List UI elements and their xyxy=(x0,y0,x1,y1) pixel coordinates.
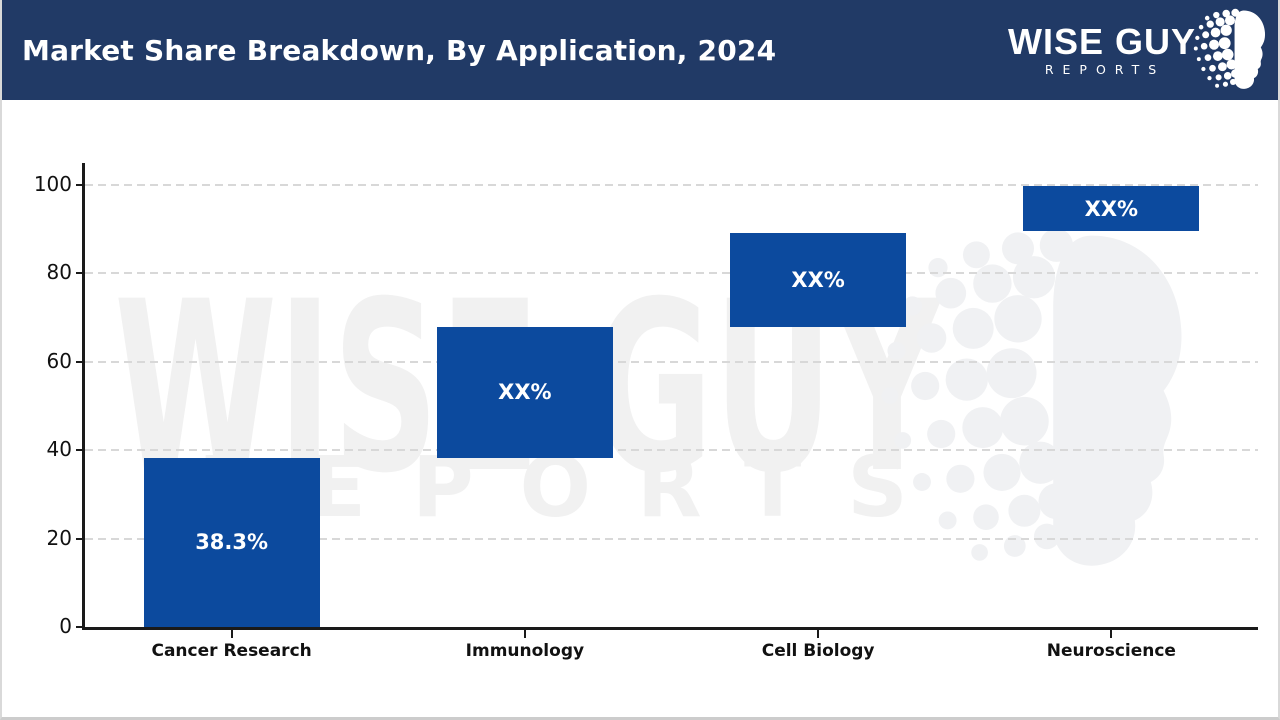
y-tick-label: 20 xyxy=(46,525,72,550)
bar-value-label: XX% xyxy=(498,380,552,405)
bar-immunology: XX% xyxy=(436,326,613,458)
y-tick-mark xyxy=(76,183,85,186)
y-tick-mark xyxy=(76,449,85,452)
brand-head-icon xyxy=(1193,8,1266,89)
y-tick-label: 60 xyxy=(46,348,72,373)
y-axis xyxy=(82,163,85,630)
y-tick-mark xyxy=(76,626,85,628)
brand-name: WISE GUY xyxy=(1007,20,1196,62)
bar-neuroscience: XX% xyxy=(1023,186,1200,232)
x-category-label: Neuroscience xyxy=(1046,641,1176,661)
y-tick-label: 0 xyxy=(59,614,72,638)
bar-cancer-research: 38.3% xyxy=(143,457,320,627)
x-tick-mark xyxy=(817,630,820,638)
x-axis xyxy=(82,627,1258,630)
y-tick-label: 40 xyxy=(46,437,72,462)
brand-logo: WISE GUY REPORTS xyxy=(1008,8,1268,92)
y-tick-mark xyxy=(76,360,85,363)
x-category-label: Cancer Research xyxy=(151,641,312,661)
gridline xyxy=(85,449,1258,452)
x-tick-mark xyxy=(523,630,526,638)
gridline xyxy=(85,183,1258,186)
x-tick-mark xyxy=(230,630,233,638)
page-title: Market Share Breakdown, By Application, … xyxy=(22,33,777,67)
y-tick-mark xyxy=(76,272,85,275)
y-tick-label: 100 xyxy=(33,171,72,196)
gridline xyxy=(85,272,1258,275)
x-category-label: Immunology xyxy=(465,641,585,661)
bar-value-label: 38.3% xyxy=(195,530,269,555)
bar-value-label: XX% xyxy=(1084,196,1139,221)
bar-value-label: XX% xyxy=(791,267,845,292)
y-tick-mark xyxy=(76,537,85,540)
gridline xyxy=(85,537,1258,540)
brand-logo-text: WISE GUY REPORTS xyxy=(1007,20,1196,77)
x-category-label: Cell Biology xyxy=(761,641,875,661)
header-bar: Market Share Breakdown, By Application, … xyxy=(2,0,1278,100)
watermark-head-icon xyxy=(881,228,1182,566)
x-tick-mark xyxy=(1110,630,1113,638)
brand-subtitle: REPORTS xyxy=(1044,61,1166,77)
bar-cell-biology: XX% xyxy=(730,232,907,327)
y-tick-label: 80 xyxy=(46,260,72,285)
gridline xyxy=(85,360,1258,363)
